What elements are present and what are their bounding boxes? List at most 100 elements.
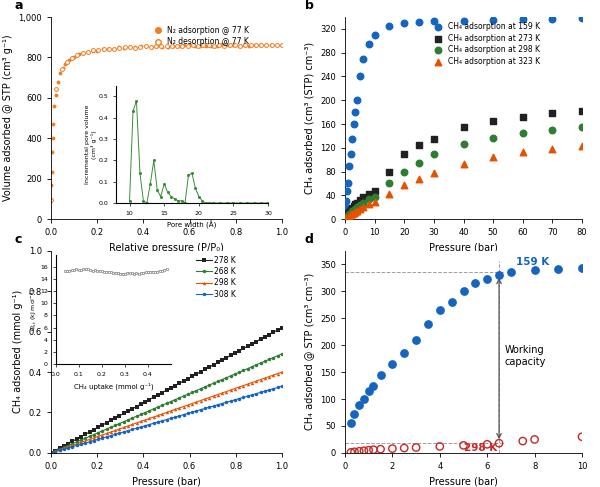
CH₄ adsorption at 273 K xyxy=(341,214,350,222)
298 K xyxy=(274,371,281,376)
278 K xyxy=(274,327,281,333)
308 K xyxy=(47,450,55,456)
Point xyxy=(482,276,492,283)
CH₄ adsorption at 298 K xyxy=(344,210,354,218)
CH₄ adsorption at 159 K xyxy=(370,31,379,39)
Point xyxy=(364,446,373,454)
CH₄ adsorption at 159 K xyxy=(548,15,557,23)
CH₄ adsorption at 298 K xyxy=(459,140,469,148)
CH₄ adsorption at 298 K xyxy=(414,159,424,167)
CH₄ adsorption at 273 K xyxy=(343,210,353,218)
Line: 268 K: 268 K xyxy=(49,352,284,455)
CH₄ adsorption at 159 K xyxy=(429,18,439,25)
Point xyxy=(368,382,378,390)
CH₄ adsorption at 298 K xyxy=(355,201,365,209)
Point xyxy=(346,449,356,456)
CH₄ adsorption at 159 K xyxy=(350,108,360,116)
Text: c: c xyxy=(14,233,22,246)
Text: 298 K: 298 K xyxy=(464,443,497,452)
CH₄ adsorption at 159 K xyxy=(488,16,498,24)
CH₄ adsorption at 159 K xyxy=(518,16,527,23)
CH₄ adsorption at 159 K xyxy=(355,73,365,80)
CH₄ adsorption at 323 K xyxy=(577,142,587,150)
CH₄ adsorption at 273 K xyxy=(414,141,424,149)
Point xyxy=(364,387,373,395)
278 K xyxy=(278,325,286,331)
Point xyxy=(494,439,504,447)
CH₄ adsorption at 273 K xyxy=(577,107,587,115)
X-axis label: Relative pressure (P/P₀): Relative pressure (P/P₀) xyxy=(109,243,224,253)
CH₄ adsorption at 159 K xyxy=(346,150,356,158)
308 K xyxy=(274,385,281,391)
CH₄ adsorption at 273 K xyxy=(370,187,379,195)
Point xyxy=(494,271,504,279)
CH₄ adsorption at 273 K xyxy=(349,202,359,210)
CH₄ adsorption at 298 K xyxy=(364,195,373,203)
Text: Working
capacity: Working capacity xyxy=(505,345,547,367)
Point xyxy=(359,395,369,403)
CH₄ adsorption at 323 K xyxy=(341,214,351,222)
CH₄ adsorption at 323 K xyxy=(364,200,373,208)
Point xyxy=(355,402,364,410)
CH₄ adsorption at 273 K xyxy=(385,168,394,175)
Point xyxy=(435,306,445,314)
308 K xyxy=(133,425,140,431)
CH₄ adsorption at 298 K xyxy=(349,206,359,214)
Point xyxy=(577,433,587,441)
278 K xyxy=(73,436,80,442)
CH₄ adsorption at 323 K xyxy=(343,213,353,221)
CH₄ adsorption at 323 K xyxy=(488,153,498,161)
CH₄ adsorption at 273 K xyxy=(352,199,362,206)
CH₄ adsorption at 298 K xyxy=(358,199,368,206)
Point xyxy=(423,319,433,327)
Y-axis label: CH₄ adsorbed (cm³ (STP) cm⁻³): CH₄ adsorbed (cm³ (STP) cm⁻³) xyxy=(305,42,314,194)
Point xyxy=(482,440,492,448)
CH₄ adsorption at 298 K xyxy=(343,212,353,220)
298 K xyxy=(253,378,260,384)
CH₄ adsorption at 159 K xyxy=(347,135,357,143)
Line: 278 K: 278 K xyxy=(49,326,284,455)
CH₄ adsorption at 273 K xyxy=(400,150,409,158)
CH₄ adsorption at 323 K xyxy=(518,148,527,156)
CH₄ adsorption at 159 K xyxy=(358,55,368,62)
Legend: 278 K, 268 K, 298 K, 308 K: 278 K, 268 K, 298 K, 308 K xyxy=(193,253,239,301)
Y-axis label: CH₄ adsorbed @ STP (cm³ cm⁻³): CH₄ adsorbed @ STP (cm³ cm⁻³) xyxy=(305,273,314,431)
278 K xyxy=(47,450,55,456)
298 K xyxy=(133,420,140,426)
298 K xyxy=(90,435,97,441)
Point xyxy=(470,279,480,287)
308 K xyxy=(90,438,97,444)
Text: 159 K: 159 K xyxy=(515,257,549,266)
CH₄ adsorption at 159 K xyxy=(364,40,373,48)
CH₄ adsorption at 323 K xyxy=(346,210,356,218)
CH₄ adsorption at 273 K xyxy=(341,213,351,221)
Point xyxy=(388,445,397,452)
268 K xyxy=(133,413,140,419)
CH₄ adsorption at 159 K xyxy=(414,18,424,26)
CH₄ adsorption at 298 K xyxy=(346,209,356,217)
CH₄ adsorption at 273 K xyxy=(518,113,527,121)
278 K xyxy=(133,404,140,410)
298 K xyxy=(103,431,110,436)
CH₄ adsorption at 323 K xyxy=(370,198,379,206)
CH₄ adsorption at 273 K xyxy=(350,200,360,208)
268 K xyxy=(278,351,286,357)
CH₄ adsorption at 323 K xyxy=(459,160,469,168)
Point xyxy=(350,410,359,418)
Line: 308 K: 308 K xyxy=(49,384,284,455)
Point xyxy=(447,298,457,306)
CH₄ adsorption at 323 K xyxy=(414,175,424,183)
308 K xyxy=(253,391,260,396)
CH₄ adsorption at 159 K xyxy=(344,162,354,169)
CH₄ adsorption at 298 K xyxy=(350,205,360,213)
CH₄ adsorption at 159 K xyxy=(349,120,359,128)
CH₄ adsorption at 273 K xyxy=(488,117,498,125)
X-axis label: Pressure (bar): Pressure (bar) xyxy=(429,476,498,487)
278 K xyxy=(90,427,97,432)
CH₄ adsorption at 298 K xyxy=(347,207,357,215)
308 K xyxy=(73,443,80,449)
Point xyxy=(400,444,409,452)
268 K xyxy=(47,450,55,456)
CH₄ adsorption at 323 K xyxy=(347,210,357,218)
268 K xyxy=(90,431,97,437)
